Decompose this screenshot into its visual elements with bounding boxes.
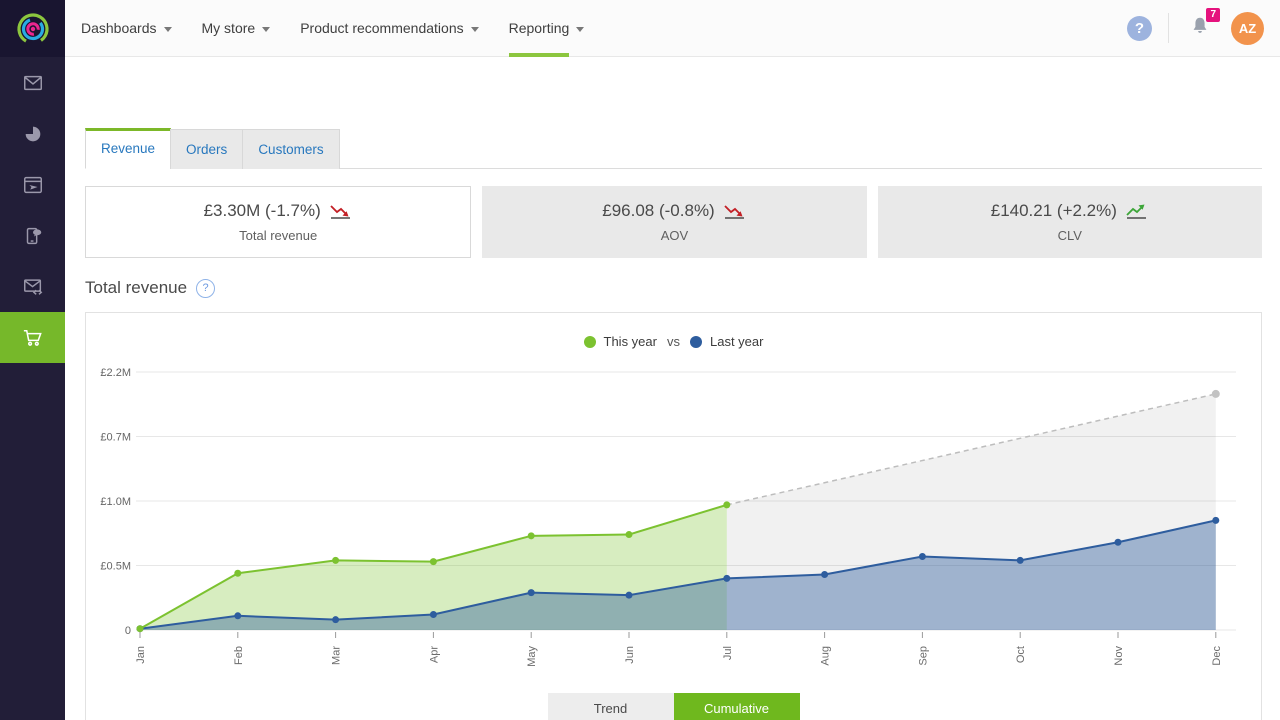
main-content: Revenue Orders Customers £3.30M (-1.7%) … bbox=[65, 57, 1280, 720]
kpi-aov-label: AOV bbox=[660, 228, 689, 243]
trend-down-icon bbox=[330, 205, 350, 219]
kpi-card-aov[interactable]: £96.08 (-0.8%) AOV bbox=[482, 186, 867, 258]
legend-vs-label: vs bbox=[666, 334, 680, 349]
svg-text:Nov: Nov bbox=[1113, 646, 1125, 666]
nav-product-recommendations-label: Product recommendations bbox=[300, 20, 464, 36]
trend-down-icon bbox=[724, 205, 744, 219]
chevron-down-icon bbox=[262, 26, 271, 32]
tab-orders[interactable]: Orders bbox=[170, 129, 244, 169]
kpi-clv-value: £140.21 (+2.2%) bbox=[990, 201, 1117, 220]
sidebar-item-mobile[interactable] bbox=[0, 210, 65, 261]
ometria-logo-icon bbox=[16, 12, 49, 45]
tab-customers[interactable]: Customers bbox=[242, 129, 340, 169]
revenue-chart-panel: This year vs Last year 0 £0.5M £1.0M £0.7M £… bbox=[85, 312, 1262, 720]
legend-this-year-label: This year bbox=[603, 334, 657, 349]
browser-send-icon bbox=[23, 176, 42, 193]
app-logo[interactable] bbox=[0, 0, 65, 57]
svg-text:£1.0M: £1.0M bbox=[100, 496, 131, 508]
mail-code-icon bbox=[23, 278, 42, 295]
sidebar-item-mail[interactable] bbox=[0, 57, 65, 108]
sidebar-item-broadcast[interactable] bbox=[0, 159, 65, 210]
svg-text:Jul: Jul bbox=[722, 646, 734, 660]
sidebar-item-reports[interactable] bbox=[0, 108, 65, 159]
chart-mode-toggle: Trend Cumulative bbox=[547, 693, 800, 720]
topbar-right: ? 7 AZ bbox=[1127, 7, 1264, 45]
svg-text:Oct: Oct bbox=[1015, 646, 1027, 663]
svg-text:Dec: Dec bbox=[1211, 646, 1223, 666]
kpi-card-clv[interactable]: £140.21 (+2.2%) CLV bbox=[877, 186, 1262, 258]
notification-badge: 7 bbox=[1206, 7, 1220, 22]
kpi-total-revenue-value: £3.30M (-1.7%) bbox=[203, 201, 321, 220]
svg-text:Mar: Mar bbox=[331, 646, 343, 665]
svg-text:Aug: Aug bbox=[820, 646, 832, 666]
chevron-down-icon bbox=[163, 26, 172, 32]
svg-text:£2.2M: £2.2M bbox=[100, 367, 131, 379]
svg-text:Sep: Sep bbox=[917, 646, 929, 666]
chevron-down-icon bbox=[470, 26, 479, 32]
cart-icon bbox=[23, 330, 42, 346]
legend-this-year-dot bbox=[583, 335, 596, 348]
sidebar bbox=[0, 0, 65, 720]
chart-legend: This year vs Last year bbox=[86, 313, 1261, 349]
svg-text:£0.7M: £0.7M bbox=[100, 432, 131, 444]
toggle-trend-button[interactable]: Trend bbox=[547, 693, 674, 720]
legend-last-year-dot bbox=[689, 335, 702, 348]
top-navigation: Dashboards My store Product recommendati… bbox=[65, 0, 1280, 57]
svg-text:Apr: Apr bbox=[428, 646, 440, 663]
topbar-divider bbox=[1168, 13, 1169, 43]
mobile-chat-icon bbox=[26, 227, 41, 244]
nav-reporting-label: Reporting bbox=[508, 20, 570, 36]
help-icon[interactable]: ? bbox=[1127, 15, 1152, 41]
kpi-total-revenue-label: Total revenue bbox=[239, 228, 318, 243]
kpi-row: £3.30M (-1.7%) Total revenue £96.08 (-0.… bbox=[85, 186, 1262, 258]
nav-dashboards-label: Dashboards bbox=[81, 20, 157, 36]
trend-up-icon bbox=[1126, 204, 1146, 219]
kpi-aov-value: £96.08 (-0.8%) bbox=[602, 201, 715, 220]
sidebar-item-store[interactable] bbox=[0, 312, 65, 363]
kpi-card-total-revenue[interactable]: £3.30M (-1.7%) Total revenue bbox=[85, 186, 472, 258]
section-title-text: Total revenue bbox=[85, 278, 188, 297]
notifications-button[interactable]: 7 bbox=[1185, 7, 1220, 44]
kpi-clv-label: CLV bbox=[1057, 228, 1082, 243]
nav-dashboards[interactable]: Dashboards bbox=[81, 0, 172, 57]
revenue-chart: 0 £0.5M £1.0M £0.7M £2.2M Jan Feb Mar Apr May Jun J… bbox=[100, 367, 1236, 667]
nav-my-store[interactable]: My store bbox=[202, 0, 271, 57]
tab-revenue[interactable]: Revenue bbox=[85, 128, 172, 169]
nav-product-recommendations[interactable]: Product recommendations bbox=[300, 0, 479, 57]
chevron-down-icon bbox=[576, 26, 585, 32]
svg-text:May: May bbox=[526, 646, 538, 667]
pie-chart-icon bbox=[25, 126, 40, 141]
svg-text:Feb: Feb bbox=[233, 646, 245, 665]
nav-my-store-label: My store bbox=[201, 20, 256, 36]
bell-icon bbox=[1193, 17, 1207, 33]
mail-icon bbox=[23, 75, 42, 90]
svg-text:0: 0 bbox=[125, 625, 131, 637]
avatar[interactable]: AZ bbox=[1231, 11, 1264, 45]
legend-last-year-label: Last year bbox=[709, 334, 764, 349]
svg-text:Jan: Jan bbox=[135, 646, 147, 664]
toggle-cumulative-button[interactable]: Cumulative bbox=[673, 693, 800, 720]
svg-text:Jun: Jun bbox=[624, 646, 636, 664]
help-circle-icon[interactable]: ? bbox=[196, 278, 216, 298]
section-title: Total revenue ? bbox=[85, 278, 216, 298]
svg-text:£0.5M: £0.5M bbox=[100, 561, 131, 573]
report-tabs: Revenue Orders Customers bbox=[85, 128, 1262, 169]
sidebar-item-email-templates[interactable] bbox=[0, 261, 65, 312]
nav-reporting[interactable]: Reporting bbox=[508, 0, 585, 57]
